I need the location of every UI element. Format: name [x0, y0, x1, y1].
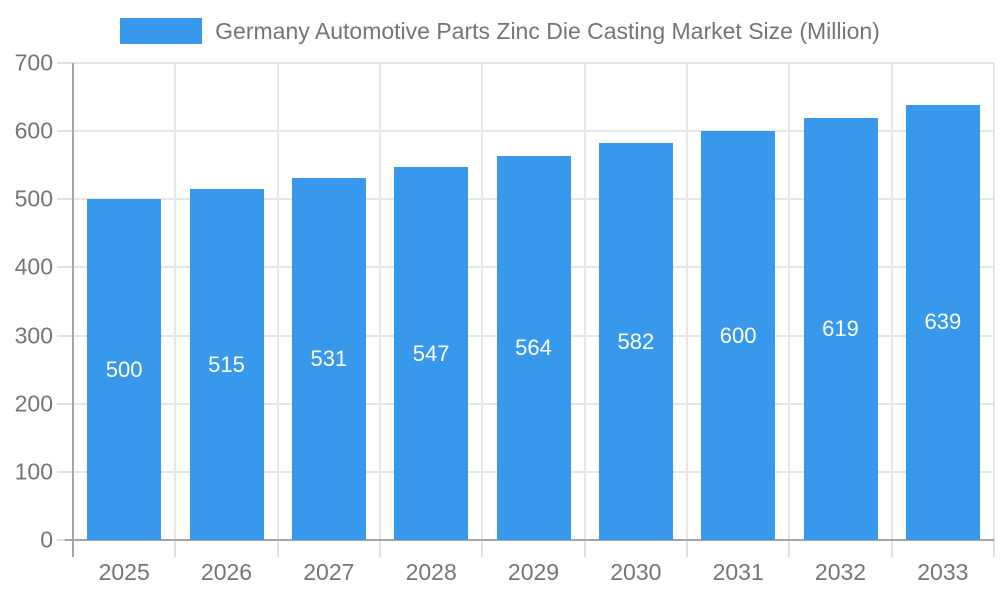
gridline-x: [481, 63, 484, 540]
gridline-x: [890, 63, 893, 540]
bar: 547: [394, 167, 469, 540]
axis-tick-x: [993, 540, 995, 557]
legend-swatch-icon: [120, 18, 203, 44]
x-axis-line: [65, 539, 994, 541]
axis-tick-y: [57, 266, 73, 269]
axis-tick-y: [57, 198, 73, 201]
y-tick-label: 200: [14, 390, 53, 417]
axis-tick-x: [276, 540, 279, 557]
y-axis-line: [72, 63, 74, 557]
legend-label: Germany Automotive Parts Zinc Die Castin…: [215, 17, 880, 44]
axis-tick-x: [583, 540, 586, 557]
bar: 600: [701, 131, 776, 540]
y-tick-label: 600: [14, 117, 53, 144]
bar: 619: [803, 118, 878, 540]
x-tick-label: 2027: [303, 558, 355, 585]
bar-value-label: 500: [105, 356, 143, 382]
gridline-x: [993, 63, 995, 540]
axis-tick-y: [57, 62, 73, 64]
x-tick-label: 2026: [200, 558, 253, 585]
axis-tick-x: [174, 540, 177, 557]
bar: 531: [291, 178, 366, 540]
gridline-x: [276, 63, 279, 540]
bar-value-label: 639: [924, 309, 962, 335]
bar-value-label: 547: [412, 340, 450, 366]
gridline-x: [686, 63, 688, 540]
bar-value-label: 582: [617, 328, 655, 354]
gridline-y: [73, 62, 994, 64]
y-tick-label: 400: [14, 253, 53, 280]
bar-value-label: 564: [515, 334, 552, 360]
bar-value-label: 531: [310, 346, 348, 372]
bar: 639: [905, 104, 980, 540]
y-tick-label: 700: [14, 49, 53, 76]
x-tick-label: 2029: [507, 558, 560, 585]
x-tick-label: 2032: [814, 558, 867, 585]
gridline-x: [788, 63, 791, 540]
chart-legend[interactable]: Germany Automotive Parts Zinc Die Castin…: [0, 16, 1000, 46]
axis-tick-x: [481, 540, 484, 557]
gridline-x: [379, 63, 381, 540]
bar: 582: [598, 143, 673, 540]
axis-tick-x: [788, 540, 791, 557]
axis-tick-y: [57, 402, 73, 405]
y-tick-label: 300: [14, 322, 53, 349]
bar-value-label: 515: [208, 351, 245, 377]
y-tick-label: 0: [40, 526, 53, 553]
x-tick-label: 2030: [610, 558, 662, 585]
bar: 500: [87, 199, 162, 540]
axis-tick-y: [57, 470, 73, 473]
axis-tick-x: [890, 540, 893, 557]
axis-tick-y: [57, 130, 73, 133]
x-tick-label: 2025: [98, 558, 150, 585]
bar: 515: [189, 189, 264, 540]
y-tick-label: 100: [14, 458, 53, 485]
gridline-x: [174, 63, 177, 540]
bar: 564: [496, 155, 571, 540]
x-tick-label: 2028: [405, 558, 457, 585]
gridline-y: [73, 130, 994, 133]
x-tick-label: 2031: [712, 558, 764, 585]
x-tick-label: 2033: [917, 558, 969, 585]
axis-tick-y: [57, 334, 73, 337]
axis-tick-x: [686, 540, 688, 557]
axis-tick-x: [379, 540, 381, 557]
gridline-x: [583, 63, 586, 540]
y-tick-label: 500: [14, 185, 53, 212]
bar-value-label: 600: [719, 322, 757, 348]
bar-value-label: 619: [822, 316, 859, 342]
